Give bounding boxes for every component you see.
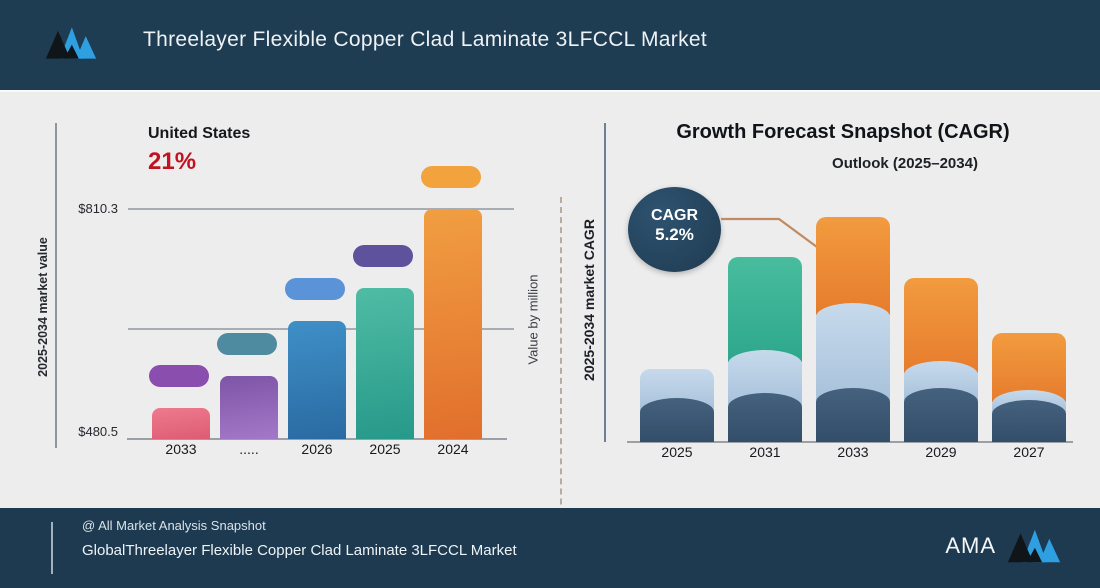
x-tick-2033: 2033 (837, 444, 869, 460)
left-x-tick-labels: 2033..... 2026 2025 2024 (0, 441, 1100, 461)
ama-logo-icon (45, 27, 97, 59)
page-title: Threelayer Flexible Copper Clad Laminate… (143, 28, 707, 51)
left-chart-plot (128, 160, 512, 439)
bar-..... (220, 376, 278, 439)
gridline-top (128, 208, 514, 210)
left-x-axis-line (127, 438, 507, 440)
x-tick-.....: ..... (239, 441, 259, 457)
ama-logo-footer-icon (1007, 529, 1061, 563)
badge-connector-line (721, 217, 822, 251)
right-chart-plot (628, 150, 1072, 442)
header: Threelayer Flexible Copper Clad Laminate… (0, 0, 1100, 90)
left-y-axis-label: 2025-2034 market value (36, 237, 50, 377)
x-tick-2031: 2031 (749, 444, 781, 460)
section-divider (560, 197, 562, 588)
x-tick-2026: 2026 (301, 441, 333, 457)
y-tick-low: $480.5 (78, 424, 118, 439)
cagr-badge-value: 5.2% (655, 225, 694, 244)
x-tick-2024: 2024 (437, 441, 469, 457)
x-tick-2027: 2027 (1013, 444, 1045, 460)
segment-2031-green (728, 257, 802, 362)
bar-2033 (152, 408, 210, 439)
segment-2033-orange (816, 217, 890, 315)
bar-2025 (356, 288, 414, 439)
bar-cap-2026 (285, 278, 345, 300)
segment-2025-navy (640, 398, 714, 442)
footer-snapshot-text: @ All Market Analysis Snapshot (82, 518, 266, 533)
bar-cap-2025 (353, 245, 413, 267)
footer-market-text: GlobalThreelayer Flexible Copper Clad La… (82, 542, 517, 559)
footer-divider (51, 522, 53, 574)
bar-cap-2024 (421, 166, 481, 188)
x-tick-2025: 2025 (661, 444, 693, 460)
us-country-label: United States (148, 125, 251, 142)
x-tick-2033: 2033 (165, 441, 197, 457)
right-x-tick-labels: 2025 2031 2033 2029 2027 (0, 444, 1100, 464)
cagr-badge-label: CAGR (650, 207, 699, 224)
segment-2033-lightblue (816, 303, 890, 400)
right-y-axis-label: 2025-2034 market CAGR (581, 219, 597, 381)
footer-brand-text: AMA (945, 533, 996, 558)
segment-2031-navy (728, 393, 802, 442)
cagr-chart-title: Growth Forecast Snapshot (CAGR) (676, 121, 1010, 143)
bar-2026 (288, 321, 346, 439)
us-growth-percent: 21% (148, 148, 197, 175)
bar-2024 (424, 209, 482, 439)
left-y-axis-line (55, 123, 57, 448)
bar-cap-..... (217, 333, 277, 355)
left-right-axis-label: Value by million (525, 274, 541, 365)
bar-cap-2033 (149, 365, 209, 387)
cagr-badge: CAGR 5.2% (628, 187, 721, 272)
x-tick-2029: 2029 (925, 444, 957, 460)
segment-2033-navy (816, 388, 890, 442)
cagr-chart-subtitle: Outlook (2025–2034) (832, 155, 978, 172)
segment-2029-orange (904, 278, 978, 373)
footer: @ All Market Analysis Snapshot GlobalThr… (0, 508, 1100, 588)
right-y-axis-line (604, 123, 606, 442)
x-tick-2025: 2025 (369, 441, 401, 457)
y-tick-high: $810.3 (78, 201, 118, 216)
segment-2027-navy (992, 400, 1066, 442)
segment-2029-navy (904, 388, 978, 442)
